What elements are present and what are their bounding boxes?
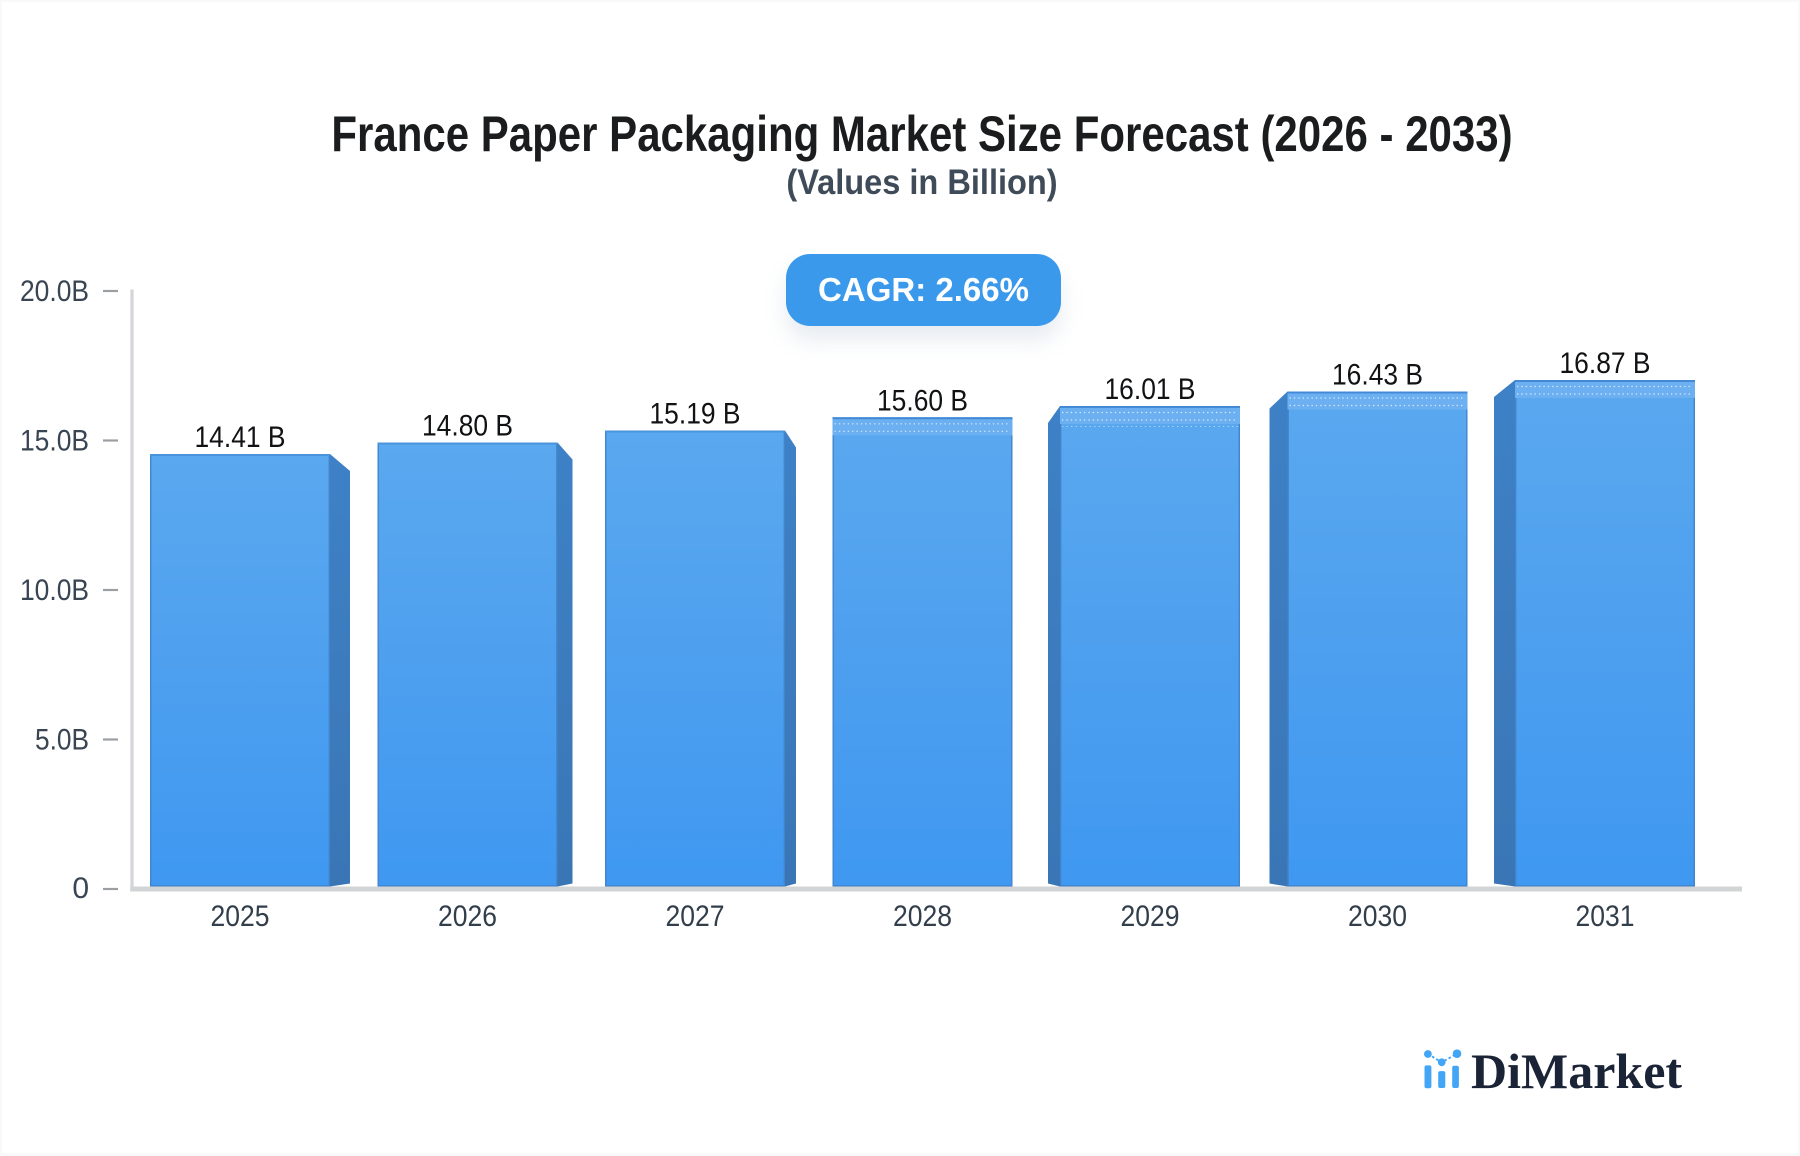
svg-text:0: 0 <box>72 872 89 905</box>
svg-text:2028: 2028 <box>893 900 952 933</box>
svg-text:2030: 2030 <box>1348 900 1407 933</box>
svg-text:15.19 B: 15.19 B <box>650 398 741 431</box>
svg-text:14.41 B: 14.41 B <box>195 421 286 454</box>
svg-text:15.0B: 15.0B <box>20 425 89 458</box>
svg-text:2025: 2025 <box>211 900 270 933</box>
svg-text:2031: 2031 <box>1576 900 1635 933</box>
svg-text:2029: 2029 <box>1121 900 1180 933</box>
svg-text:16.01 B: 16.01 B <box>1105 373 1196 406</box>
svg-text:10.0B: 10.0B <box>20 574 89 607</box>
svg-text:16.43 B: 16.43 B <box>1332 359 1423 392</box>
svg-text:14.80 B: 14.80 B <box>422 410 513 443</box>
svg-text:2026: 2026 <box>438 900 497 933</box>
svg-text:20.0B: 20.0B <box>20 275 89 308</box>
svg-text:16.87 B: 16.87 B <box>1560 347 1651 380</box>
svg-text:2027: 2027 <box>666 900 725 933</box>
svg-text:DiMarket: DiMarket <box>1471 1043 1682 1099</box>
svg-text:5.0B: 5.0B <box>35 724 89 757</box>
svg-text:15.60 B: 15.60 B <box>877 384 968 417</box>
